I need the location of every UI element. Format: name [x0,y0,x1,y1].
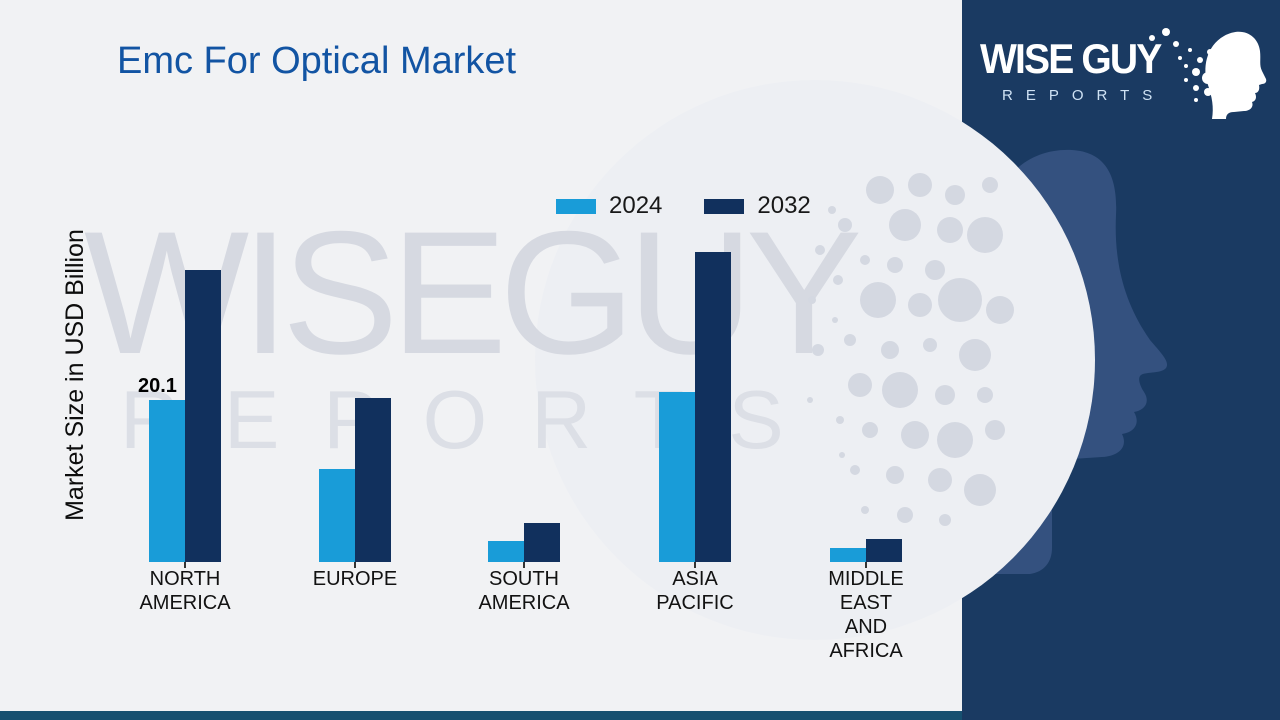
y-axis-label: Market Size in USD Billion [61,229,89,521]
bar-2024-europe [319,469,355,562]
logo-dot [1215,83,1225,93]
logo-dot [1230,77,1236,83]
bar-2024-asia-pacific [659,392,695,562]
legend-swatch [704,198,745,214]
bar-2024-north-america [149,400,185,562]
logo-subtext: REPORTS [1002,87,1166,104]
legend-label: 2024 [609,192,663,219]
category-label: SOUTH AMERICA [478,568,570,614]
logo-dot [1202,72,1214,84]
legend-label: 2032 [757,192,811,219]
legend-item-2032: 2032 [704,192,811,220]
category-label: ASIA PACIFIC [656,568,734,614]
logo-dot [1213,101,1219,107]
logo-dot [1204,88,1212,96]
x-axis-tick [354,562,356,568]
x-axis-tick [865,562,867,568]
logo-dot [1178,56,1182,60]
bar-2032-europe [355,398,391,562]
logo-dot [1194,98,1198,102]
category-label: NORTH AMERICA [139,568,231,614]
logo-dot [1162,28,1170,36]
logo-dot [1193,85,1199,91]
logo-dot [1231,35,1241,45]
bar-2032-middle-east-and-africa [866,539,902,562]
chart-legend: 2024 2032 [556,192,811,220]
bar-2032-north-america [185,270,221,562]
logo-dot [1234,62,1242,70]
brand-logo: WISE GUY REPORTS [962,0,1280,170]
bar-2024-middle-east-and-africa [830,548,866,562]
category-label: MIDDLE EAST AND AFRICA [828,568,904,662]
logo-dot [1209,61,1219,71]
logo-dot [1184,78,1188,82]
logo-dot [1218,42,1226,50]
logo-dot [1197,57,1203,63]
x-axis-tick [694,562,696,568]
logo-dot [1188,48,1192,52]
logo-dot [1237,49,1243,55]
page-title: Emc For Optical Market [117,40,517,82]
logo-wordmark: WISE GUY [980,35,1162,82]
legend-swatch [556,198,596,214]
logo-dot [1149,35,1155,41]
legend-item-2024: 2024 [556,192,662,220]
head-circle-graphic [535,80,1095,640]
logo-dot [1218,70,1226,78]
bar-2032-asia-pacific [695,252,731,562]
x-axis-tick [523,562,525,568]
bar-2032-south-america [524,523,560,562]
bar-2024-south-america [488,541,524,562]
bar-value-label: 20.1 [138,375,177,397]
logo-dot [1207,49,1213,55]
logo-dot [1173,41,1179,47]
footer-bar [0,711,962,720]
logo-dot [1222,52,1234,64]
logo-dot [1184,64,1188,68]
category-label: EUROPE [312,568,398,590]
x-axis-tick [184,562,186,568]
logo-dot [1192,68,1200,76]
logo-dot [1228,94,1236,102]
